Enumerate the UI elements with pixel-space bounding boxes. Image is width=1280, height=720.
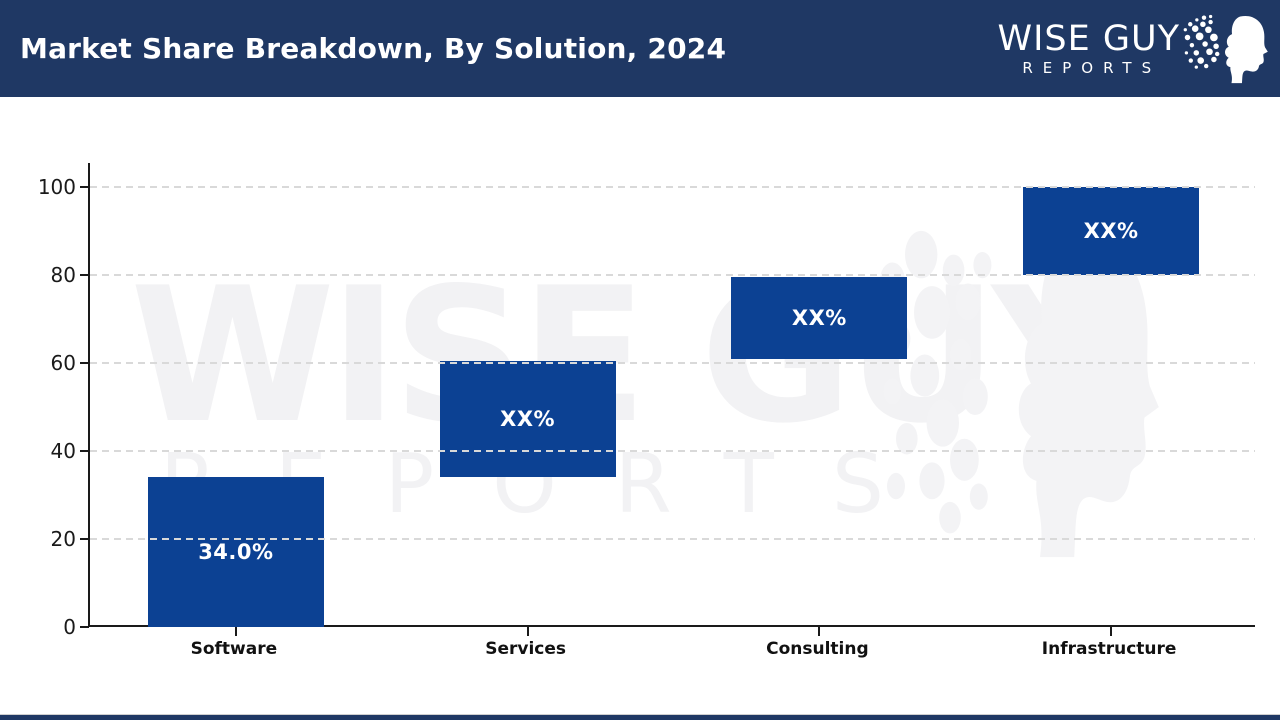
y-tick: [80, 450, 89, 452]
y-tick-label: 40: [50, 439, 76, 463]
y-tick-label: 60: [50, 351, 76, 375]
gridline: [90, 362, 1255, 364]
wise-guy-logo: WISE GUY REPORTS: [997, 8, 1270, 90]
y-tick: [80, 538, 89, 540]
y-tick: [80, 626, 89, 628]
x-tick: [234, 627, 237, 636]
logo-subtitle: REPORTS: [1022, 59, 1162, 78]
bar-consulting[interactable]: XX%: [731, 277, 908, 359]
y-tick-label: 20: [50, 527, 76, 551]
bar-infrastructure[interactable]: XX%: [1023, 187, 1200, 275]
logo-text: WISE GUY REPORTS: [997, 18, 1180, 78]
bar-software[interactable]: 34.0%: [147, 477, 324, 627]
y-axis-labels: 0 20 40 60 80 100: [0, 163, 76, 639]
logo-face-icon: [1183, 14, 1268, 84]
footer-bar: [0, 715, 1280, 720]
bar-value-label: XX%: [1083, 219, 1139, 243]
y-tick: [80, 186, 89, 188]
footer-divider: [0, 714, 1280, 715]
bar-value-label: 34.0%: [198, 540, 274, 565]
x-tick: [526, 627, 529, 636]
y-tick-label: 80: [50, 263, 76, 287]
page-title: Market Share Breakdown, By Solution, 202…: [20, 32, 727, 65]
x-category-label: Services: [485, 639, 567, 659]
header: Market Share Breakdown, By Solution, 202…: [0, 0, 1280, 97]
y-tick-label: 100: [37, 175, 76, 199]
gridline: [90, 186, 1255, 188]
bar-services[interactable]: XX%: [439, 360, 616, 478]
gridline: [90, 538, 1255, 540]
x-tick: [818, 627, 821, 636]
gridline: [90, 450, 1255, 452]
bar-value-label: XX%: [791, 305, 847, 330]
y-tick-label: 0: [63, 615, 76, 639]
logo-name: WISE GUY: [997, 18, 1180, 59]
y-tick: [80, 362, 89, 364]
x-axis-labels: Software Services Consulting Infrastructure: [88, 627, 1255, 661]
y-tick: [80, 274, 89, 276]
plot-area: 34.0% XX% XX% XX%: [80, 163, 1255, 636]
bar-value-label: XX%: [500, 407, 556, 432]
gridline: [90, 274, 1255, 276]
x-category-label: Software: [190, 639, 278, 659]
chart-area: WISE GUY REPORTS 0 20 40 60 80 100 34.0% XX% XX…: [0, 97, 1280, 714]
x-category-label: Infrastructure: [1041, 639, 1177, 659]
x-category-label: Consulting: [766, 639, 869, 659]
x-tick: [1110, 627, 1113, 636]
